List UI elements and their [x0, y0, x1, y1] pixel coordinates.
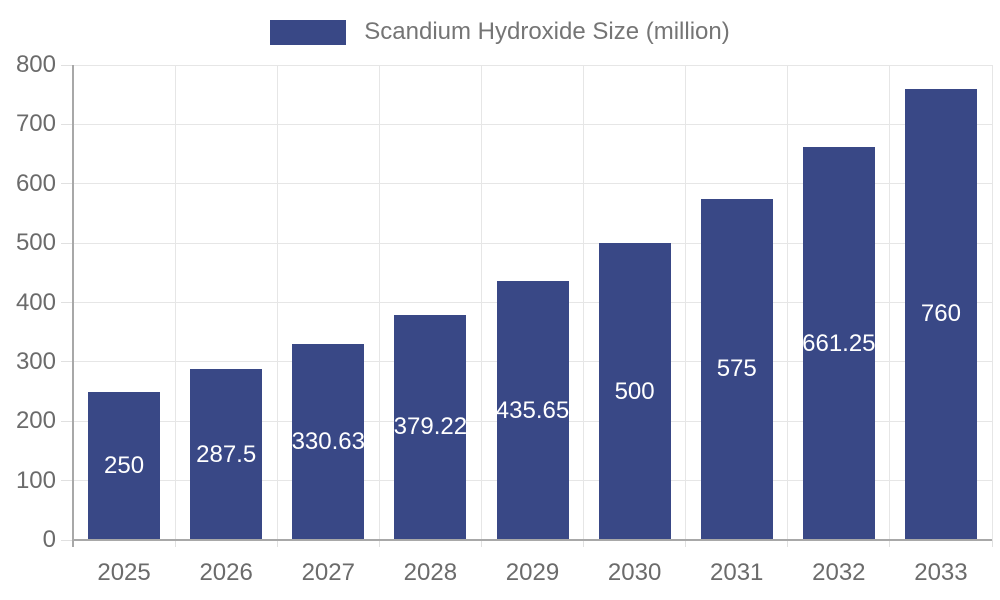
- x-gridline: [583, 65, 585, 540]
- x-tick-label: 2030: [607, 559, 662, 586]
- bar-2031[interactable]: [700, 198, 773, 540]
- x-gridline: [480, 65, 482, 540]
- y-tick-mark: [61, 242, 73, 244]
- y-tick-mark: [61, 480, 73, 482]
- y-gridline: [73, 242, 992, 244]
- y-tick-label: 500: [15, 229, 56, 257]
- x-gridline: [174, 65, 176, 540]
- bar-2027[interactable]: [292, 343, 365, 540]
- bar-value-label: 575: [716, 355, 757, 383]
- bar-2029[interactable]: [496, 281, 569, 540]
- x-tick-label: 2029: [505, 559, 560, 586]
- x-tick-label: 2033: [914, 559, 968, 586]
- x-tick-label: 2025: [97, 559, 151, 586]
- y-tick-mark: [61, 64, 73, 66]
- legend-swatch: [270, 19, 347, 45]
- bar-2025[interactable]: [88, 391, 161, 540]
- bar-value-label: 661.25: [802, 329, 876, 357]
- x-tick-mark: [991, 540, 993, 547]
- y-tick-label: 400: [15, 288, 56, 316]
- bar-value-label: 330.63: [291, 427, 365, 455]
- x-tick-mark: [685, 540, 687, 547]
- x-tick-label: 2032: [812, 559, 866, 586]
- x-tick-label: 2028: [403, 559, 458, 586]
- bar-value-label: 500: [614, 377, 655, 405]
- bar-2028[interactable]: [394, 314, 467, 540]
- x-tick-mark: [889, 540, 891, 547]
- y-tick-label: 700: [15, 110, 56, 138]
- x-axis-line: [73, 539, 992, 541]
- legend[interactable]: Scandium Hydroxide Size (million): [0, 14, 1000, 50]
- x-tick-mark: [583, 540, 585, 547]
- y-tick-label: 0: [42, 526, 56, 553]
- y-tick-mark: [61, 361, 73, 363]
- x-gridline: [378, 65, 380, 540]
- x-gridline: [276, 65, 278, 540]
- y-gridline: [73, 64, 992, 66]
- x-gridline: [889, 65, 891, 540]
- bar-value-label: 287.5: [196, 440, 257, 468]
- y-axis-line: [72, 65, 74, 547]
- x-tick-label: 2031: [710, 559, 764, 586]
- x-tick-mark: [174, 540, 176, 547]
- bar-2026[interactable]: [190, 369, 263, 540]
- x-tick-mark: [787, 540, 789, 547]
- bar-2030[interactable]: [598, 243, 671, 540]
- y-tick-mark: [61, 420, 73, 422]
- x-gridline: [685, 65, 687, 540]
- y-tick-mark: [61, 123, 73, 125]
- y-tick-label: 300: [15, 347, 56, 375]
- bar-value-label: 250: [104, 451, 145, 479]
- y-tick-label: 200: [15, 407, 56, 435]
- bar-2032[interactable]: [802, 147, 875, 540]
- y-tick-mark: [61, 183, 73, 185]
- bar-2033[interactable]: [904, 88, 977, 540]
- x-tick-mark: [378, 540, 380, 547]
- y-tick-mark: [61, 302, 73, 303]
- y-gridline: [73, 123, 992, 125]
- x-tick-mark: [276, 540, 278, 547]
- y-tick-label: 600: [15, 169, 56, 197]
- x-gridline: [991, 65, 993, 540]
- bar-value-label: 760: [920, 300, 961, 328]
- y-gridline: [73, 183, 992, 185]
- bar-value-label: 379.22: [393, 413, 468, 441]
- y-tick-label: 100: [15, 466, 56, 494]
- x-tick-label: 2027: [301, 559, 355, 586]
- y-tick-mark: [61, 539, 73, 541]
- x-gridline: [787, 65, 789, 540]
- y-tick-label: 800: [15, 51, 56, 78]
- x-tick-mark: [480, 540, 482, 547]
- bar-value-label: 435.65: [495, 396, 570, 424]
- legend-label: Scandium Hydroxide Size (million): [364, 18, 730, 45]
- x-tick-label: 2026: [199, 559, 253, 586]
